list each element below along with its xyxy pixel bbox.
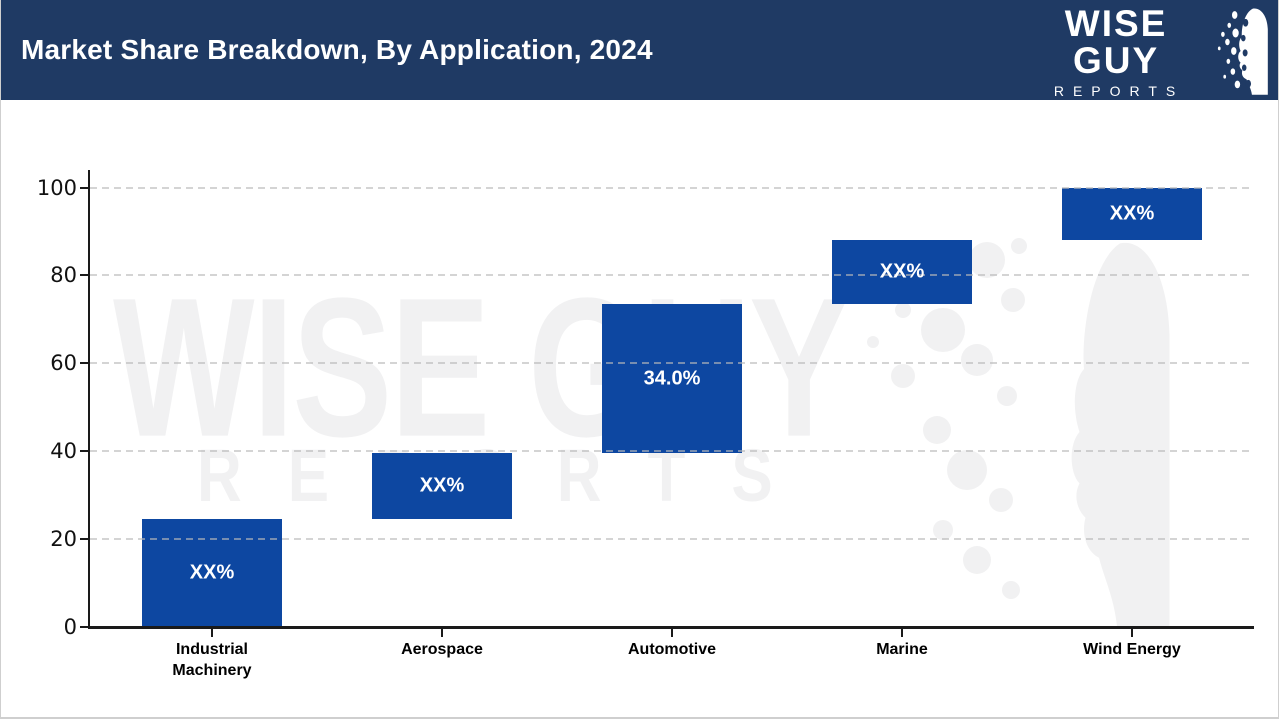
y-tick-mark-60 (80, 362, 88, 365)
y-axis-line (88, 170, 90, 628)
watermark-dot (891, 364, 915, 388)
gridline-60 (90, 362, 1254, 365)
brand-name: WISE GUY (1064, 2, 1168, 81)
watermark-dot (969, 242, 1005, 278)
x-tick-mark-wind-energy (1131, 629, 1133, 637)
chart-title: Market Share Breakdown, By Application, … (21, 34, 653, 65)
x-tick-mark-marine (901, 629, 903, 637)
bar-aerospace (372, 453, 512, 520)
watermark-face-icon (1071, 242, 1170, 627)
gridline-20 (90, 538, 1254, 541)
bar-marine (832, 240, 972, 304)
watermark-dot (989, 488, 1013, 512)
y-tick-label-40: 40 (50, 439, 77, 464)
x-tick-mark-automotive (671, 629, 673, 637)
bar-value-label-wind-energy: XX% (1109, 202, 1155, 225)
y-tick-mark-0 (80, 626, 88, 628)
y-tick-label-60: 60 (50, 351, 77, 376)
y-tick-mark-40 (80, 450, 88, 453)
y-tick-label-100: 100 (36, 175, 77, 200)
brand-logo: WISE GUY REPORTS (1022, 5, 1272, 98)
watermark-dot (1011, 238, 1027, 254)
watermark-dot (933, 520, 953, 540)
x-category-label-industrial-machinery: Industrial Machinery (172, 641, 252, 679)
brand-logo-text: WISE GUY REPORTS (1022, 5, 1210, 98)
brand-subname: REPORTS (1053, 82, 1185, 99)
y-tick-label-0: 0 (63, 615, 77, 639)
x-category-label-marine: Marine (876, 641, 928, 658)
x-axis-line (88, 626, 1254, 629)
bar-wind-energy (1062, 187, 1202, 241)
watermark-dot (947, 450, 987, 490)
bar-value-label-industrial-machinery: XX% (189, 561, 235, 584)
gridline-80 (90, 274, 1254, 277)
watermark-dot (923, 416, 951, 444)
x-category-label-wind-energy: Wind Energy (1083, 641, 1181, 658)
x-tick-mark-aerospace (441, 629, 443, 637)
y-tick-label-80: 80 (50, 263, 77, 288)
watermark-dot (1002, 581, 1020, 599)
bar-industrial-machinery (142, 519, 282, 627)
watermark-dot (1001, 288, 1025, 312)
gridline-100 (90, 186, 1254, 189)
y-tick-mark-100 (80, 186, 88, 189)
x-tick-mark-industrial-machinery (211, 629, 213, 637)
gridline-40 (90, 450, 1254, 453)
header-bar: Market Share Breakdown, By Application, … (1, 0, 1278, 100)
x-category-label-automotive: Automotive (628, 641, 716, 658)
y-tick-mark-80 (80, 274, 88, 277)
x-category-label-aerospace: Aerospace (401, 641, 483, 658)
watermark-dot (997, 386, 1017, 406)
watermark-dot (867, 336, 879, 348)
watermark-dot (963, 546, 991, 574)
bar-value-label-aerospace: XX% (419, 474, 465, 497)
bar-value-label-automotive: 34.0% (643, 367, 701, 390)
y-tick-mark-20 (80, 538, 88, 541)
y-tick-label-20: 20 (50, 527, 77, 552)
bar-automotive (602, 303, 742, 454)
watermark-dot (895, 302, 911, 318)
brand-face-icon (1218, 8, 1268, 95)
bar-value-label-marine: XX% (879, 260, 925, 283)
watermark-dot (921, 308, 965, 352)
watermark-dot (961, 344, 993, 376)
